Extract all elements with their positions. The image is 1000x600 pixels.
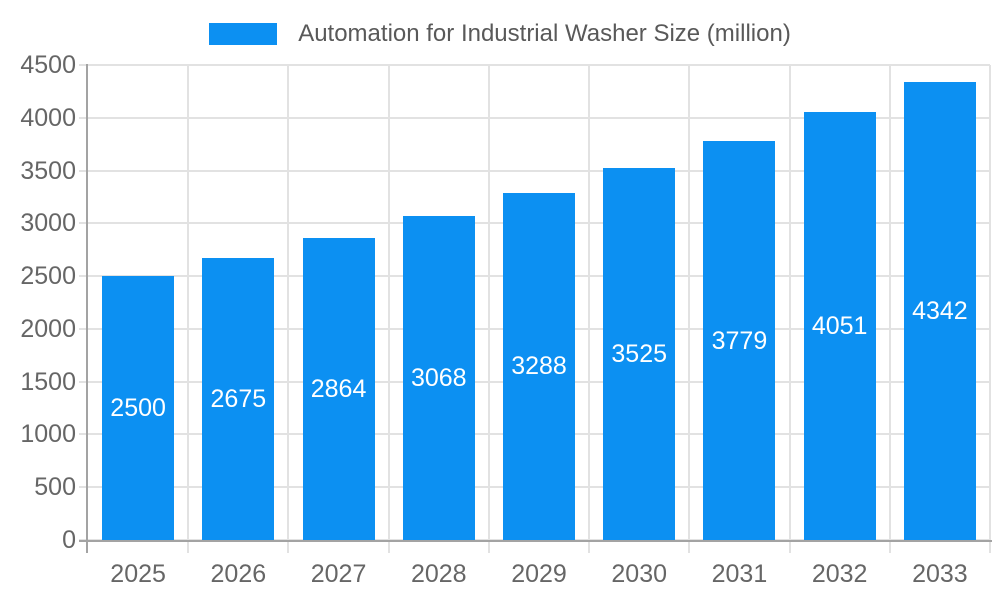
gridline-vertical: [187, 65, 190, 553]
bar-2031[interactable]: [703, 141, 776, 540]
y-axis-tick-label: 1000: [20, 420, 76, 449]
bar-2033[interactable]: [903, 81, 976, 540]
gridline-vertical: [688, 65, 691, 553]
gridline-vertical: [588, 65, 591, 553]
x-axis-tick-label: 2031: [711, 560, 768, 588]
bar-value-label: 2500: [110, 394, 166, 423]
y-axis-tick-label: 4000: [20, 103, 76, 132]
bar-value-label: 3779: [711, 326, 768, 355]
gridline-horizontal: [79, 169, 990, 172]
bar-2032[interactable]: [803, 112, 876, 540]
y-axis-tick-label: 2500: [20, 262, 76, 291]
x-axis-tick-label: 2025: [110, 560, 166, 588]
gridline-vertical: [989, 65, 991, 553]
bar-2028[interactable]: [402, 216, 475, 540]
gridline-vertical: [287, 65, 290, 553]
bar-value-label: 4051: [811, 312, 868, 341]
y-axis-tick-label: 2000: [20, 314, 76, 343]
bar-2025[interactable]: [102, 276, 175, 540]
bar-2026[interactable]: [202, 257, 275, 540]
y-axis-tick-label: 0: [62, 526, 76, 554]
gridline-vertical: [888, 65, 891, 553]
gridline-vertical: [788, 65, 791, 553]
bar-value-label: 3068: [410, 364, 467, 393]
bar-value-label: 3525: [611, 339, 668, 368]
bar-value-label: 2675: [210, 384, 267, 413]
y-axis-tick-label: 1500: [20, 367, 76, 396]
gridline-horizontal: [79, 116, 990, 119]
x-axis-tick-label: 2028: [410, 560, 467, 588]
legend-label: Automation for Industrial Washer Size (m…: [298, 20, 791, 47]
legend-swatch-icon: [209, 23, 278, 45]
bar-2029[interactable]: [503, 192, 575, 540]
y-axis-line: [86, 64, 88, 553]
x-axis-tick-label: 2030: [611, 560, 668, 588]
gridline-vertical: [487, 65, 490, 553]
y-axis-tick-label: 4500: [20, 51, 76, 79]
bar-2030[interactable]: [603, 167, 676, 540]
gridline-vertical: [387, 65, 390, 553]
bar-value-label: 2864: [310, 374, 367, 403]
x-axis-line: [79, 540, 992, 542]
bar-value-label: 3288: [511, 352, 567, 381]
x-axis-tick-label: 2027: [310, 560, 367, 588]
x-axis-tick-label: 2029: [511, 560, 567, 588]
x-axis-tick-label: 2033: [912, 560, 968, 588]
y-axis-tick-label: 3000: [20, 209, 76, 238]
y-axis-tick-label: 500: [34, 473, 76, 502]
bar-value-label: 4342: [912, 296, 968, 325]
legend[interactable]: Automation for Industrial Washer Size (m…: [0, 12, 1000, 56]
bar-2027[interactable]: [302, 237, 375, 540]
gridline-horizontal: [79, 64, 990, 66]
x-axis-tick-label: 2032: [811, 560, 868, 588]
y-axis-tick-label: 3500: [20, 156, 76, 185]
x-axis-tick-label: 2026: [210, 560, 267, 588]
